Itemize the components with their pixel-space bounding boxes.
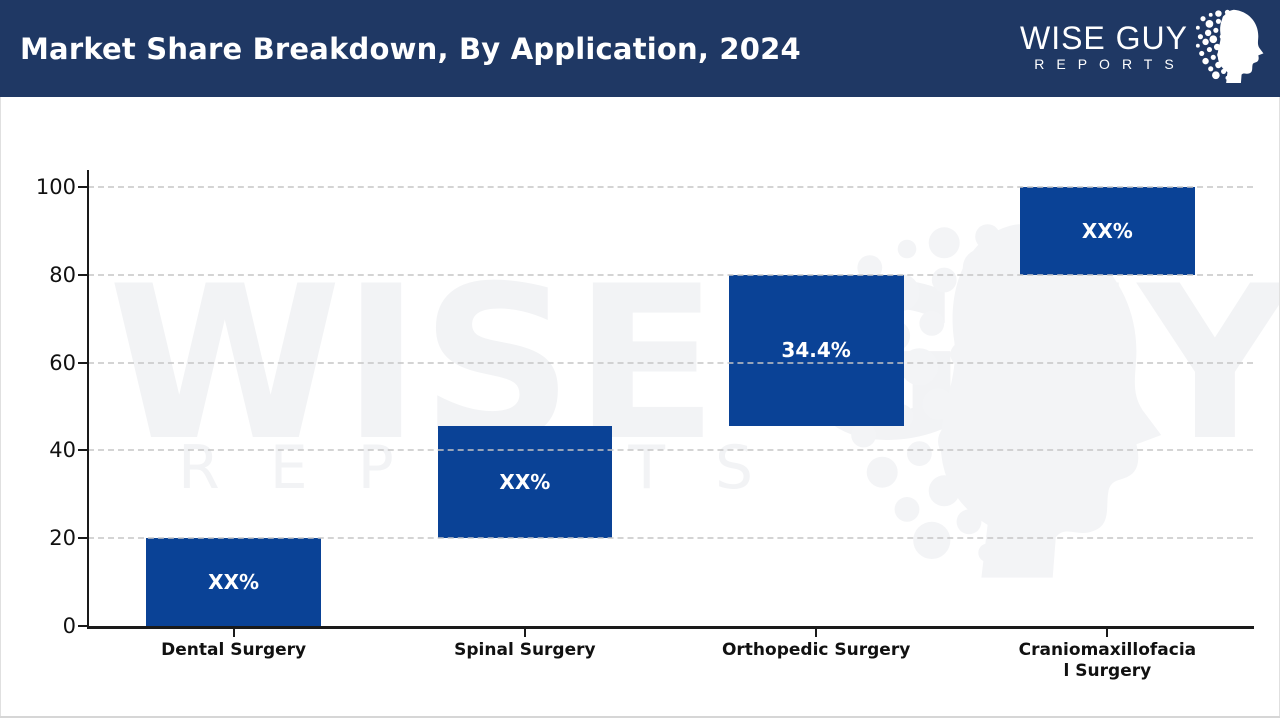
y-tick-label: 60 bbox=[49, 350, 76, 375]
header-bar: Market Share Breakdown, By Application, … bbox=[0, 0, 1280, 97]
bar-3: 34.4% bbox=[728, 274, 904, 426]
logo-face-icon bbox=[1195, 9, 1264, 83]
x-tick-label-line: Dental Surgery bbox=[161, 640, 307, 660]
gridline-y-100 bbox=[88, 186, 1253, 188]
gridline-y-40 bbox=[88, 449, 1253, 452]
x-tick-label: Spinal Surgery bbox=[410, 640, 640, 661]
y-tick-label: 20 bbox=[49, 526, 76, 551]
bar-4: XX% bbox=[1020, 187, 1195, 275]
y-tick-label: 80 bbox=[49, 262, 76, 287]
x-tick-label-line: Craniomaxillofacia bbox=[1018, 640, 1197, 660]
logo-wordmark-block: WISE GUY REPORTS bbox=[1019, 19, 1188, 73]
x-axis-tick bbox=[1106, 629, 1109, 637]
bar-2: XX% bbox=[437, 425, 613, 539]
x-tick-label: Dental Surgery bbox=[119, 640, 349, 661]
x-tick-label: Craniomaxillofacia l Surgery bbox=[992, 640, 1222, 682]
y-axis-tick bbox=[78, 361, 87, 364]
x-tick-label-line: Spinal Surgery bbox=[454, 640, 596, 660]
gridline-y-80 bbox=[88, 273, 1253, 276]
bar-value-label: XX% bbox=[208, 570, 260, 595]
x-axis-line bbox=[87, 626, 1254, 629]
y-axis-tick bbox=[78, 625, 87, 627]
x-axis-tick bbox=[815, 629, 818, 637]
y-tick-label: 40 bbox=[49, 438, 76, 463]
y-tick-label: 0 bbox=[62, 614, 76, 638]
x-tick-label-line: Orthopedic Surgery bbox=[721, 640, 911, 660]
y-tick-label: 100 bbox=[35, 175, 76, 199]
y-axis-tick bbox=[78, 449, 87, 452]
page-title: Market Share Breakdown, By Application, … bbox=[20, 31, 801, 66]
gridline-y-20 bbox=[88, 537, 1253, 540]
y-axis-tick bbox=[78, 537, 87, 540]
y-axis-tick bbox=[78, 273, 87, 276]
x-axis-tick bbox=[523, 629, 526, 637]
page-border-bottom bbox=[0, 716, 1280, 718]
bar-value-label: XX% bbox=[1081, 218, 1133, 243]
gridline-y-60 bbox=[88, 361, 1253, 364]
y-axis-tick bbox=[78, 186, 87, 188]
bar-value-label: 34.4% bbox=[781, 338, 851, 363]
y-axis-line bbox=[87, 170, 89, 628]
x-tick-label: Orthopedic Surgery bbox=[701, 640, 931, 661]
brand-logo: WISE GUY REPORTS bbox=[1020, 8, 1266, 86]
x-axis-tick bbox=[232, 629, 235, 637]
x-tick-label-line: l Surgery bbox=[1063, 661, 1152, 681]
bar-value-label: XX% bbox=[499, 470, 551, 494]
bar-1: XX% bbox=[146, 538, 321, 626]
logo-subtitle: REPORTS bbox=[1034, 56, 1186, 73]
logo-wordmark: WISE GUY bbox=[1019, 19, 1188, 56]
page-border-left bbox=[0, 97, 1, 718]
